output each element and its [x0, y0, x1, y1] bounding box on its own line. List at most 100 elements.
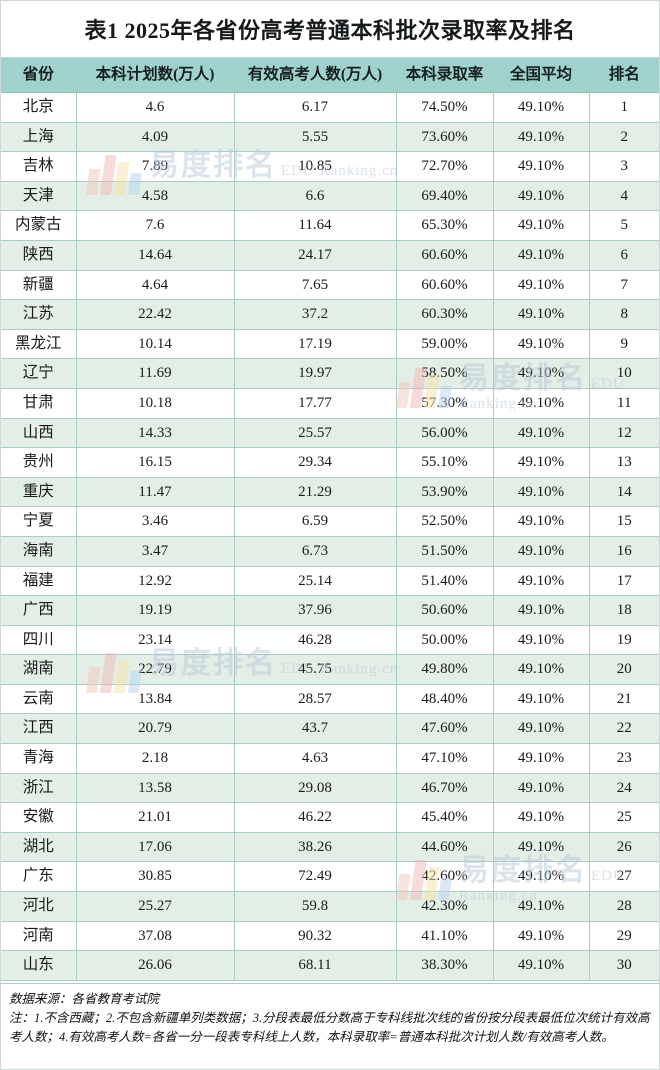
cell-rate: 50.60% — [396, 595, 494, 626]
table-row: 内蒙古 7.6 11.64 65.30% 49.10% 5 — [1, 210, 659, 241]
cell-rate: 46.70% — [396, 773, 494, 804]
cell-rate: 58.50% — [396, 358, 494, 389]
cell-province: 宁夏 — [1, 506, 77, 537]
cell-province: 湖北 — [1, 832, 77, 863]
cell-province: 北京 — [1, 92, 77, 123]
cell-national-avg: 49.10% — [493, 713, 590, 745]
cell-rate: 60.60% — [396, 240, 494, 271]
cell-national-avg: 49.10% — [493, 418, 590, 449]
cell-province: 广东 — [1, 861, 77, 893]
cell-candidates: 45.75 — [234, 654, 397, 685]
cell-province: 内蒙古 — [1, 210, 77, 241]
table-footnote: 数据来源：各省教育考试院 注：1.不含西藏；2.不包含新疆单列类数据；3.分段表… — [1, 983, 659, 1069]
cell-national-avg: 49.10% — [493, 151, 590, 182]
table-title-bar: 表1 2025年各省份高考普通本科批次录取率及排名 — [1, 1, 659, 58]
cell-candidates: 38.26 — [234, 832, 397, 863]
cell-rank: 1 — [589, 92, 659, 123]
table-row: 四川 23.14 46.28 50.00% 49.10% 19 — [1, 625, 659, 656]
cell-national-avg: 49.10% — [493, 743, 590, 774]
cell-province: 福建 — [1, 566, 77, 597]
cell-rank: 2 — [589, 122, 659, 153]
cell-rate: 60.30% — [396, 299, 494, 330]
cell-province: 辽宁 — [1, 358, 77, 389]
cell-candidates: 72.49 — [234, 861, 397, 893]
cell-rank: 13 — [589, 447, 659, 478]
cell-province: 云南 — [1, 684, 77, 715]
cell-plan: 30.85 — [76, 861, 235, 893]
footnote-source: 数据来源：各省教育考试院 — [9, 992, 160, 1006]
table-row: 安徽 21.01 46.22 45.40% 49.10% 25 — [1, 802, 659, 833]
cell-province: 四川 — [1, 625, 77, 656]
cell-plan: 10.18 — [76, 388, 235, 419]
cell-plan: 37.08 — [76, 921, 235, 952]
cell-candidates: 24.17 — [234, 240, 397, 271]
cell-national-avg: 49.10% — [493, 358, 590, 389]
cell-rate: 55.10% — [396, 447, 494, 478]
cell-plan: 4.64 — [76, 270, 235, 301]
table-body: 北京 4.6 6.17 74.50% 49.10% 1 上海 4.09 5.55 73.60% 49… — [1, 92, 659, 981]
cell-rate: 56.00% — [396, 418, 494, 449]
cell-national-avg: 49.10% — [493, 802, 590, 833]
cell-rank: 27 — [589, 861, 659, 893]
cell-rank: 20 — [589, 654, 659, 685]
cell-rank: 5 — [589, 210, 659, 241]
cell-rank: 18 — [589, 595, 659, 626]
cell-candidates: 7.65 — [234, 270, 397, 301]
cell-candidates: 43.7 — [234, 713, 397, 745]
cell-rate: 65.30% — [396, 210, 494, 241]
cell-candidates: 25.57 — [234, 418, 397, 449]
table-row: 福建 12.92 25.14 51.40% 49.10% 17 — [1, 566, 659, 597]
cell-plan: 4.09 — [76, 122, 235, 153]
cell-candidates: 25.14 — [234, 566, 397, 597]
cell-plan: 7.6 — [76, 210, 235, 241]
cell-plan: 12.92 — [76, 566, 235, 597]
cell-rate: 42.60% — [396, 861, 494, 893]
table-row: 江西 20.79 43.7 47.60% 49.10% 22 — [1, 713, 659, 745]
cell-rate: 42.30% — [396, 891, 494, 922]
table-row: 广东 30.85 72.49 42.60% 49.10% 27 — [1, 861, 659, 893]
cell-rate: 69.40% — [396, 181, 494, 212]
table-row: 青海 2.18 4.63 47.10% 49.10% 23 — [1, 743, 659, 774]
cell-plan: 21.01 — [76, 802, 235, 833]
cell-national-avg: 49.10% — [493, 654, 590, 685]
footnote-notes: 注：1.不含西藏；2.不包含新疆单列类数据；3.分段表最低分数高于专科线批次线的… — [9, 1011, 650, 1044]
cell-plan: 10.14 — [76, 329, 235, 360]
cell-plan: 14.64 — [76, 240, 235, 271]
table-row: 天津 4.58 6.6 69.40% 49.10% 4 — [1, 181, 659, 212]
cell-rank: 25 — [589, 802, 659, 833]
cell-province: 浙江 — [1, 773, 77, 804]
cell-rank: 12 — [589, 418, 659, 449]
cell-province: 江西 — [1, 713, 77, 745]
cell-rate: 50.00% — [396, 625, 494, 656]
table-row: 海南 3.47 6.73 51.50% 49.10% 16 — [1, 536, 659, 567]
cell-candidates: 10.85 — [234, 151, 397, 182]
cell-plan: 13.58 — [76, 773, 235, 804]
cell-province: 广西 — [1, 595, 77, 626]
cell-rank: 23 — [589, 743, 659, 774]
table-row: 陕西 14.64 24.17 60.60% 49.10% 6 — [1, 240, 659, 271]
table-row: 贵州 16.15 29.34 55.10% 49.10% 13 — [1, 447, 659, 478]
cell-rank: 15 — [589, 506, 659, 537]
cell-plan: 19.19 — [76, 595, 235, 626]
cell-plan: 14.33 — [76, 418, 235, 449]
cell-candidates: 37.2 — [234, 299, 397, 330]
cell-candidates: 59.8 — [234, 891, 397, 922]
cell-rate: 74.50% — [396, 92, 494, 123]
cell-province: 河南 — [1, 921, 77, 952]
cell-plan: 13.84 — [76, 684, 235, 715]
cell-national-avg: 49.10% — [493, 240, 590, 271]
cell-province: 吉林 — [1, 151, 77, 182]
cell-rate: 38.30% — [396, 950, 494, 981]
table-row: 重庆 11.47 21.29 53.90% 49.10% 14 — [1, 477, 659, 508]
cell-rate: 72.70% — [396, 151, 494, 182]
cell-national-avg: 49.10% — [493, 566, 590, 597]
cell-national-avg: 49.10% — [493, 210, 590, 241]
column-header-plan: 本科计划数(万人) — [76, 58, 235, 93]
cell-national-avg: 49.10% — [493, 270, 590, 301]
cell-rank: 6 — [589, 240, 659, 271]
cell-candidates: 5.55 — [234, 122, 397, 153]
column-header-province: 省份 — [1, 58, 77, 93]
admission-rate-table: 省份 本科计划数(万人) 有效高考人数(万人) 本科录取率 全国平均 排名 北京… — [1, 58, 659, 981]
column-header-national-avg: 全国平均 — [493, 58, 590, 93]
